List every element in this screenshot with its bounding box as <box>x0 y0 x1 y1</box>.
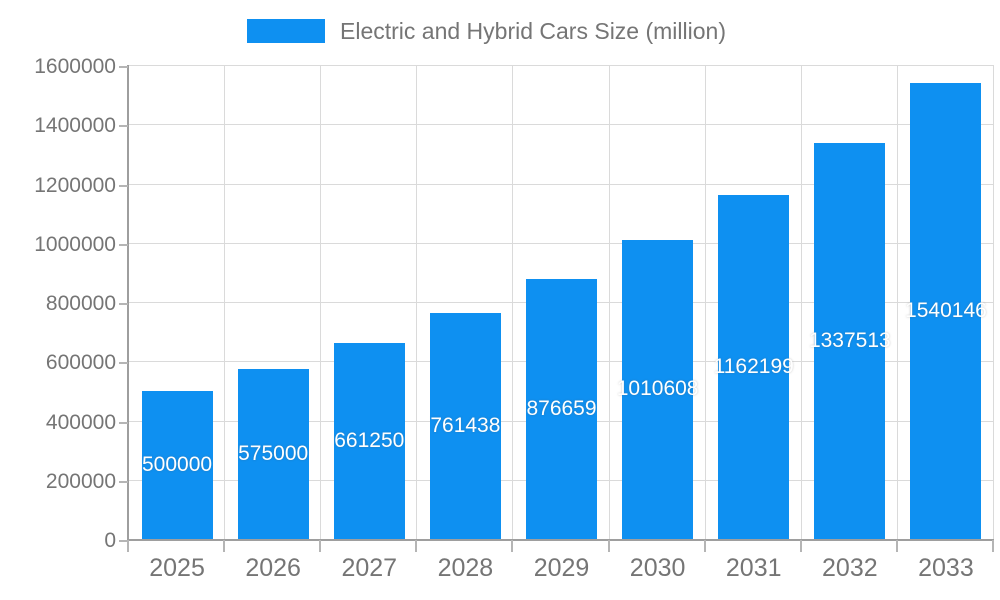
y-tick-label: 600000 <box>45 351 116 375</box>
h-gridline <box>129 124 994 126</box>
y-tick-label: 400000 <box>45 410 116 434</box>
bar-value-label: 761438 <box>430 414 501 438</box>
bar-value-label: 1010608 <box>616 377 699 401</box>
v-gridline <box>512 65 514 539</box>
x-tick-mark <box>511 540 514 552</box>
bar-2033[interactable]: 1540146 <box>905 82 987 539</box>
y-tick-mark <box>119 362 128 365</box>
bar-2025[interactable]: 500000 <box>141 390 213 539</box>
bar-value-label: 1162199 <box>713 354 794 378</box>
x-tick-mark <box>895 540 898 552</box>
x-tick-label: 2027 <box>341 554 398 582</box>
bar-2032[interactable]: 1337513 <box>809 142 891 539</box>
y-tick-label: 1200000 <box>34 173 116 197</box>
y-tick-mark <box>119 480 128 483</box>
y-tick-mark <box>119 66 128 68</box>
v-gridline <box>224 65 226 539</box>
bar-value-label: 1540146 <box>905 298 987 322</box>
x-tick-label: 2031 <box>725 554 782 582</box>
x-tick-label: 2032 <box>822 554 878 582</box>
legend: Electric and Hybrid Cars Size (million) <box>0 0 1000 50</box>
legend-label[interactable]: Electric and Hybrid Cars Size (million) <box>340 18 726 44</box>
bar-value-label: 661250 <box>334 429 405 453</box>
x-tick-mark <box>607 540 610 552</box>
y-tick-label: 1000000 <box>34 232 116 256</box>
h-gridline <box>129 65 994 66</box>
v-gridline <box>608 65 610 539</box>
bar-value-label: 500000 <box>142 452 213 476</box>
legend-swatch[interactable] <box>247 19 325 43</box>
x-tick-label: 2033 <box>918 554 974 582</box>
y-tick-label: 800000 <box>45 292 116 315</box>
x-tick-label: 2030 <box>629 554 686 582</box>
bar-2027[interactable]: 661250 <box>333 343 405 539</box>
y-tick-mark <box>119 243 128 246</box>
x-tick-label: 2029 <box>533 554 590 582</box>
bar-value-label: 575000 <box>238 441 309 465</box>
bar-2029[interactable]: 876659 <box>526 279 597 539</box>
x-tick-label: 2026 <box>245 554 301 582</box>
v-gridline <box>416 65 418 539</box>
y-tick-mark <box>119 421 128 424</box>
v-gridline <box>800 65 802 539</box>
y-tick-label: 200000 <box>45 469 116 493</box>
v-gridline <box>993 65 994 539</box>
x-tick-mark <box>415 540 418 552</box>
x-tick-label: 2025 <box>149 554 205 582</box>
x-tick-label: 2028 <box>437 554 494 582</box>
y-tick-mark <box>119 184 128 187</box>
bar-2026[interactable]: 575000 <box>237 368 309 539</box>
x-tick-mark <box>703 540 706 552</box>
bar-2031[interactable]: 1162199 <box>714 194 794 539</box>
y-tick-label: 1400000 <box>34 114 116 138</box>
bar-2030[interactable]: 1010608 <box>617 239 698 539</box>
v-gridline <box>896 65 898 539</box>
plot-area: 500000 575000 661250 761438 876659 1010608 116… <box>127 65 994 541</box>
y-tick-mark <box>119 125 128 128</box>
v-gridline <box>320 65 322 539</box>
y-tick-mark <box>119 303 128 305</box>
bar-value-label: 876659 <box>526 397 597 421</box>
x-tick-mark <box>799 540 802 552</box>
x-tick-mark <box>223 540 226 552</box>
bar-2028[interactable]: 761438 <box>429 313 501 539</box>
y-tick-label: 0 <box>104 529 116 552</box>
y-tick-mark <box>119 540 128 542</box>
h-gridline <box>129 242 994 244</box>
y-tick-label: 1600000 <box>34 55 116 78</box>
v-gridline <box>704 65 706 539</box>
bar-value-label: 1337513 <box>808 328 891 352</box>
x-tick-mark <box>319 540 322 552</box>
h-gridline <box>129 183 994 185</box>
x-tick-mark <box>992 540 994 552</box>
x-tick-mark <box>127 540 129 552</box>
